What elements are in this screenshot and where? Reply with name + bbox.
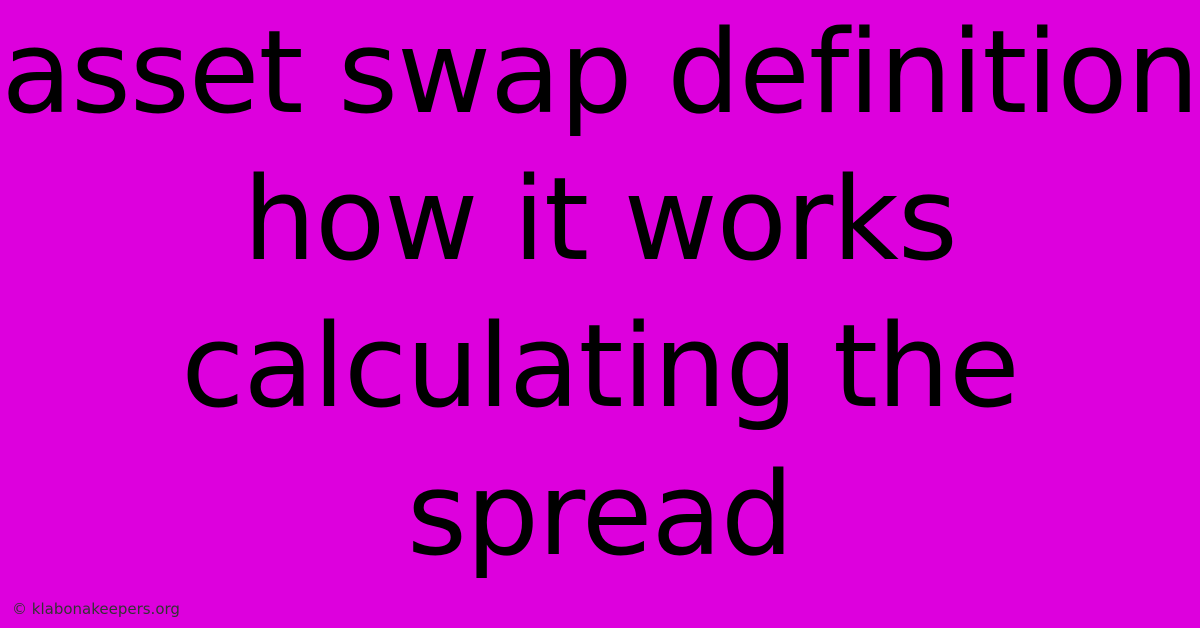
copyright-notice: © klabonakeepers.org xyxy=(12,600,180,618)
page-title: asset swap definition how it works calcu… xyxy=(0,0,1200,589)
